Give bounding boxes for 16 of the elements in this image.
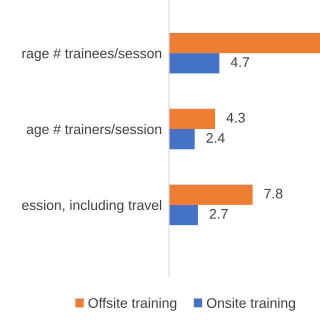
- y-tick-label: age # trainers/session: [26, 124, 162, 137]
- y-tick-label: ession, including travel: [22, 200, 162, 213]
- legend-label: Onsite training: [206, 298, 295, 311]
- bar: [169, 129, 195, 150]
- bar: [169, 184, 253, 205]
- bar: [169, 204, 198, 226]
- y-tick-label: rage # trainees/sesson: [22, 48, 162, 62]
- bar: [169, 32, 320, 54]
- data-label: 2.4: [206, 133, 225, 143]
- data-label: 4.7: [230, 57, 250, 67]
- data-label: 2.7: [210, 208, 228, 219]
- legend-label: Offsite training: [88, 298, 176, 311]
- data-label: 4.3: [226, 112, 245, 123]
- bar: [169, 53, 220, 74]
- bar: [169, 108, 216, 130]
- data-label: 7.8: [264, 188, 282, 199]
